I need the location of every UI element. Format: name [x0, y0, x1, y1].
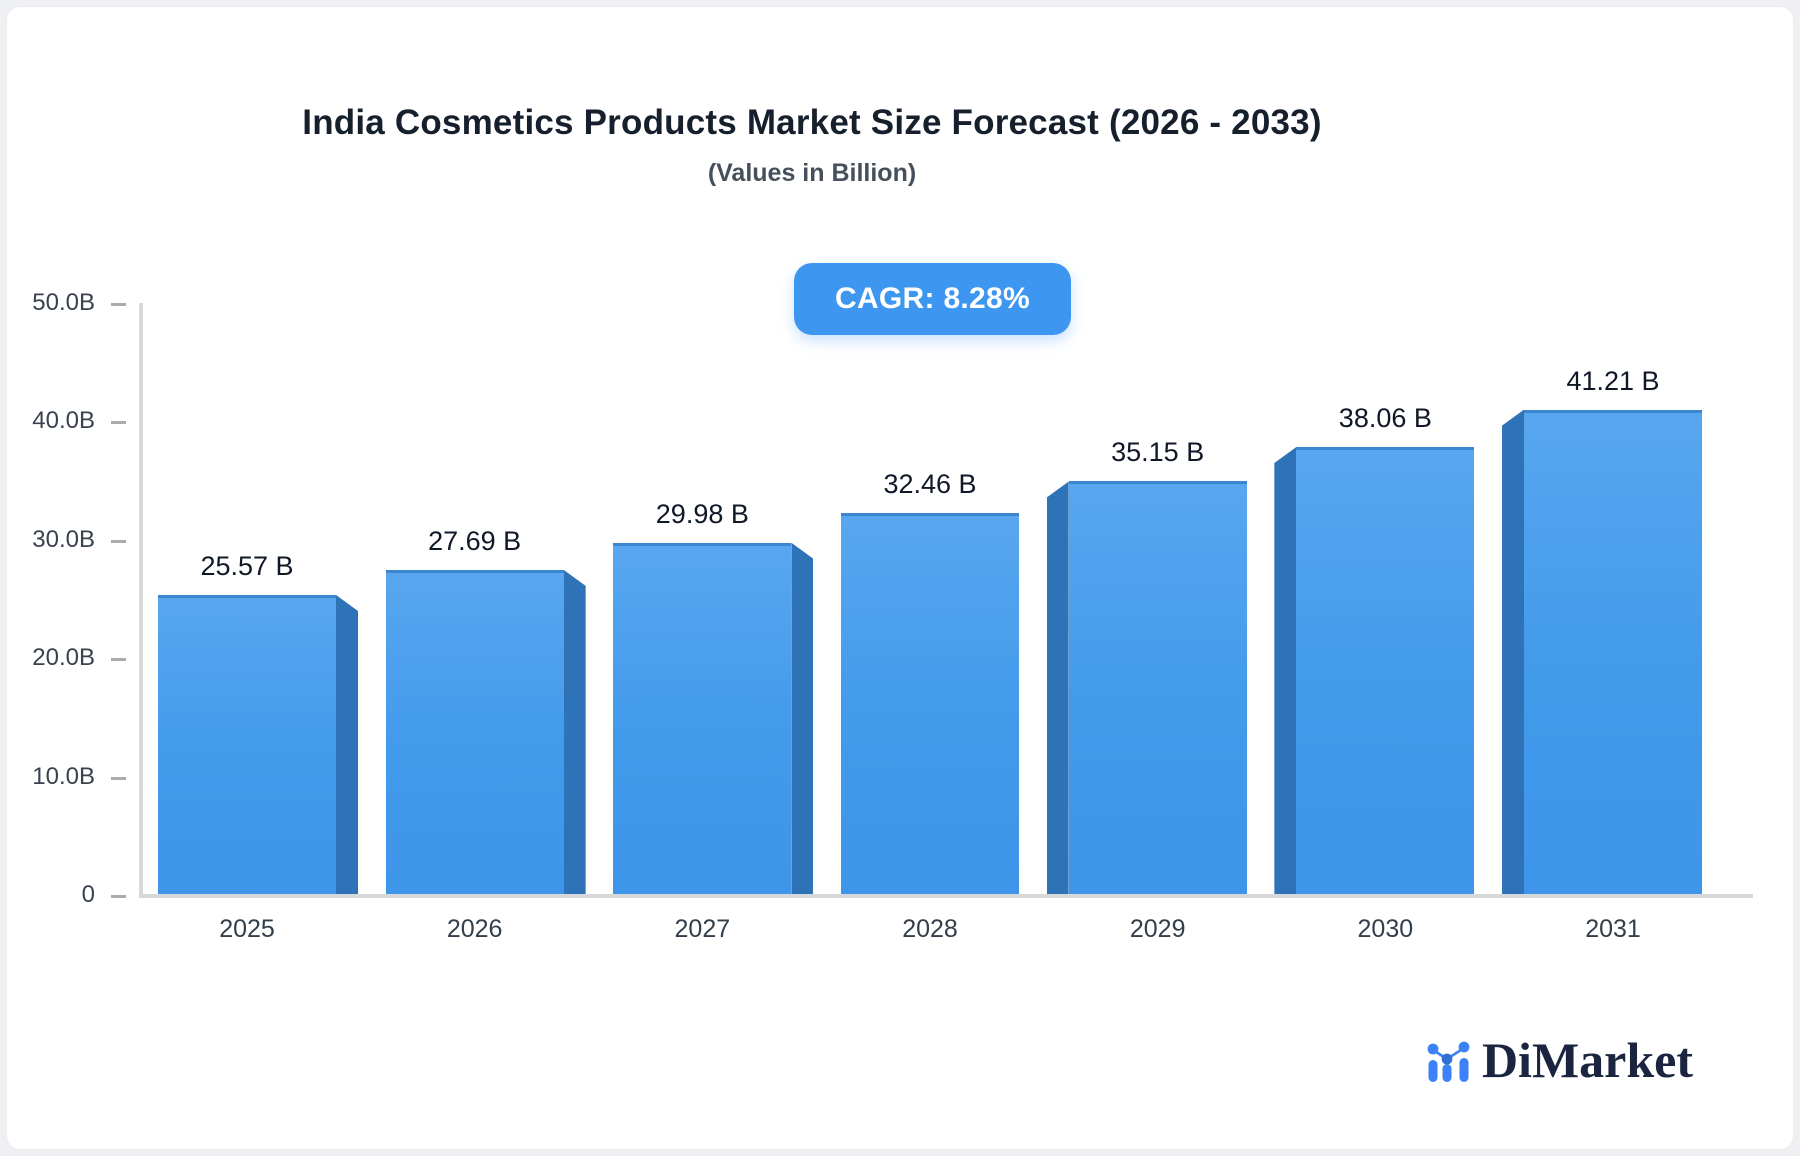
bar-value-label: 25.57 B [200, 550, 294, 581]
x-axis-label-2030: 2030 [1357, 915, 1414, 943]
y-tick-label: 50.0B [32, 288, 95, 316]
bar-2029 [1068, 481, 1247, 898]
bar-2028 [841, 513, 1019, 898]
bar-chart-logo-icon [1427, 1041, 1470, 1082]
bar-side-2025 [336, 594, 358, 898]
y-tick-mark [111, 302, 126, 306]
bar-side-2029 [1046, 481, 1069, 898]
bar-value-label: 27.69 B [428, 525, 522, 556]
x-axis-label-2029: 2029 [1129, 915, 1186, 943]
y-tick-label: 20.0B [32, 644, 95, 671]
x-axis-label-2027: 2027 [674, 915, 731, 943]
y-tick-mark [111, 776, 126, 780]
bar-value-label: 29.98 B [655, 498, 749, 529]
y-axis-line [139, 303, 143, 896]
dimarket-logo: DiMarket [1426, 1035, 1693, 1085]
bar-value-label: 38.06 B [1338, 402, 1432, 433]
bar-side-2027 [791, 542, 814, 898]
bar-2030 [1296, 446, 1475, 898]
bar-2025 [158, 594, 336, 898]
y-tick-mark [111, 539, 126, 543]
bar-chart: 0 10.0B 20.0B 30.0B 40.0B 50.0B 25.57 B 2025 27… [7, 7, 1793, 1149]
x-axis-label-2031: 2031 [1585, 915, 1641, 943]
y-tick-label: 0 [81, 881, 95, 908]
bar-2027 [613, 542, 792, 898]
chart-title: India Cosmetics Products Market Size For… [302, 103, 1322, 142]
cagr-badge-label: CAGR: 8.28% [834, 282, 1031, 315]
chart-card: India Cosmetics Products Market Size For… [6, 6, 1794, 1150]
y-tick-mark [111, 895, 126, 898]
logo-text: DiMarket [1481, 1032, 1693, 1088]
bar-value-label: 32.46 B [883, 469, 977, 500]
x-axis-label-2026: 2026 [446, 915, 503, 943]
bar-side-2026 [563, 569, 586, 898]
chart-header: India Cosmetics Products Market Size For… [7, 7, 1617, 188]
y-tick-mark [111, 658, 126, 661]
y-tick-mark [111, 421, 126, 424]
x-axis-label-2025: 2025 [219, 915, 275, 943]
x-axis-baseline [139, 894, 1753, 898]
bar-side-2031 [1502, 409, 1525, 898]
chart-subtitle: (Values in Billion) [707, 159, 917, 187]
y-tick-label: 10.0B [32, 762, 95, 790]
y-tick-label: 30.0B [32, 525, 95, 553]
bar-side-2030 [1274, 446, 1297, 898]
y-tick-label: 40.0B [32, 407, 95, 434]
bar-value-label: 35.15 B [1111, 437, 1205, 468]
bar-2026 [385, 569, 564, 898]
x-axis-label-2028: 2028 [902, 915, 958, 943]
bar-value-label: 41.21 B [1566, 365, 1660, 396]
bar-2031 [1524, 409, 1703, 898]
cagr-badge: CAGR: 8.28% [794, 263, 1071, 335]
